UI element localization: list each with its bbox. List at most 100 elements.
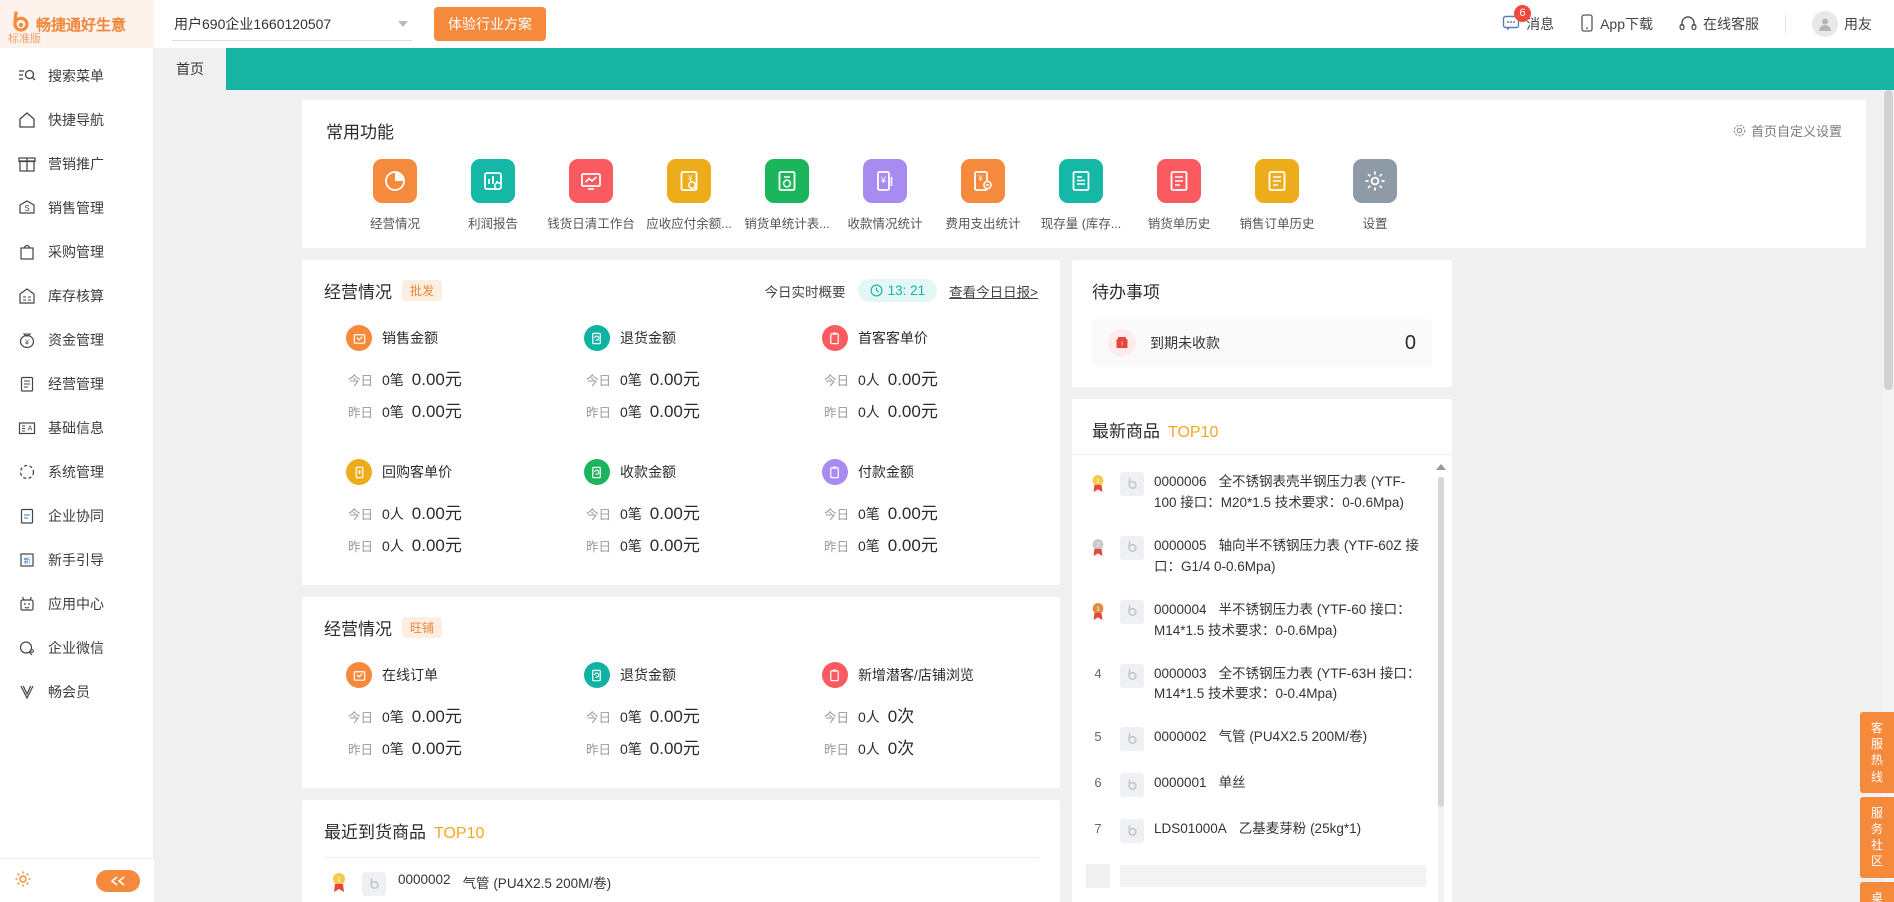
sidebar-item-new-guide[interactable]: 新 新手引导	[0, 538, 153, 582]
tab-home[interactable]: 首页	[154, 48, 226, 90]
stat-today-row: 今日 0人 0次	[824, 702, 1038, 727]
page-scrollbar[interactable]	[1883, 90, 1894, 902]
loading-placeholder	[1086, 854, 1426, 892]
scrollbar-thumb[interactable]	[1438, 477, 1444, 807]
gear-icon[interactable]	[14, 870, 32, 891]
today-label: 今日	[348, 711, 374, 725]
stat-sales-amount[interactable]: 销售金额 今日 0笔 0.00元 昨日 0笔	[324, 325, 562, 429]
list-rank: 6	[1094, 775, 1102, 791]
list-item[interactable]: 6 0000001 单丝	[1086, 762, 1426, 808]
service-community-line2: 社区	[1870, 838, 1883, 869]
todo-item-overdue-receivable[interactable]: ! 到期未收款 0	[1092, 319, 1432, 367]
sidebar-item-vip[interactable]: 畅会员	[0, 670, 153, 714]
sidebar-item-collaboration[interactable]: 企业协同	[0, 494, 153, 538]
sidebar-item-app-center[interactable]: 应用中心	[0, 582, 153, 626]
stat-label: 在线订单	[382, 667, 438, 683]
service-hotline-button[interactable]: 客服 热线	[1860, 712, 1894, 793]
stat-new-lead-shop-views[interactable]: 新增潜客/店铺浏览 今日 0人 0次 昨日 0人	[800, 662, 1038, 766]
app-download-button[interactable]: App下载	[1580, 13, 1653, 35]
company-selector[interactable]: 用户690企业1660120507	[172, 7, 412, 41]
common-function-item-daily-workbench[interactable]: 钱货日清工作台	[542, 159, 640, 232]
todo-item-count: 0	[1404, 331, 1416, 354]
sidebar-item-system[interactable]: 系统管理	[0, 450, 153, 494]
svg-text:¥: ¥	[880, 175, 887, 185]
stat-label: 新增潜客/店铺浏览	[857, 667, 974, 683]
common-functions-grid: 经营情况 利润报告 钱货日清工作台 ¥	[326, 159, 1842, 232]
common-function-item-profit-report[interactable]: 利润报告	[444, 159, 542, 232]
app-download-label: App下载	[1600, 16, 1653, 32]
stat-payment-amount[interactable]: 付款金额 今日 0笔 0.00元 昨日 0笔	[800, 459, 1038, 563]
sidebar-item-purchase[interactable]: 采购管理	[0, 230, 153, 274]
list-item[interactable]: 7 LDS01000A 乙基麦芽粉 (25kg*1)	[1086, 808, 1426, 854]
common-function-item-order-history[interactable]: 销售订单历史	[1228, 159, 1326, 232]
todo-card: 待办事项 ! 到期未收款 0	[1072, 260, 1452, 387]
wholesale-stats-row-2: 回购客单价 今日 0人 0.00元 昨日 0人	[324, 459, 1038, 563]
stat-return-amount[interactable]: 退货金额 今日 0笔 0.00元 昨日 0笔	[562, 325, 800, 429]
sidebar-item-operations[interactable]: 经营管理	[0, 362, 153, 406]
stat-repurchase-price[interactable]: 回购客单价 今日 0人 0.00元 昨日 0人	[324, 459, 562, 563]
headset-icon	[1679, 15, 1697, 34]
sidebar-item-quick-nav[interactable]: 快捷导航	[0, 98, 153, 142]
sidebar-item-inventory[interactable]: 库存核算	[0, 274, 153, 318]
product-name: 气管 (PU4X2.5 200M/卷)	[462, 876, 612, 891]
sidebar-item-sales[interactable]: S 销售管理	[0, 186, 153, 230]
sidebar-item-wechat-work[interactable]: 企业微信	[0, 626, 153, 670]
common-function-item-receivable-balance[interactable]: ¥ 应收应付余额...	[640, 159, 738, 232]
stat-yesterday-row: 昨日 0人 0.00元	[824, 397, 1038, 422]
phone-icon	[1580, 13, 1594, 35]
stat-collection-amount[interactable]: 收款金额 今日 0笔 0.00元 昨日 0笔	[562, 459, 800, 563]
product-code: 0000004	[1154, 601, 1207, 617]
list-item[interactable]: 1 0000006 全不锈钢表壳半钢压力表 (YTF-100 接口：M20*1.5…	[1086, 461, 1426, 525]
common-function-item-sales-stat[interactable]: 销货单统计表...	[738, 159, 836, 232]
scroll-up-button[interactable]	[1436, 461, 1446, 473]
collapse-sidebar-button[interactable]	[96, 869, 140, 892]
today-count: 0笔	[619, 372, 642, 388]
product-code: 0000002	[398, 872, 451, 887]
common-function-label: 设置	[1362, 217, 1388, 231]
common-function-item-sales-history[interactable]: 销货单历史	[1130, 159, 1228, 232]
yesterday-count: 0人	[857, 404, 880, 420]
warehouse-icon	[18, 287, 36, 305]
home-customize-settings-button[interactable]: 首页自定义设置	[1733, 121, 1842, 140]
product-code: 0000002	[1154, 729, 1207, 745]
messages-button[interactable]: 消息 6	[1502, 4, 1554, 35]
logo-area[interactable]: 畅捷通好生意 标准版	[0, 0, 154, 48]
common-function-item-stock[interactable]: 现存量 (库存...	[1032, 159, 1130, 232]
trial-solution-button[interactable]: 体验行业方案	[434, 7, 546, 41]
sidebar-item-marketing[interactable]: 营销推广	[0, 142, 153, 186]
tab-bar: 首页	[154, 48, 1894, 90]
product-icon	[1120, 599, 1144, 624]
common-function-item-collection-stat[interactable]: ¥ 收款情况统计	[836, 159, 934, 232]
stock-icon	[1059, 159, 1103, 203]
desktop-shortcut-button[interactable]: 桌面 快捷	[1860, 881, 1894, 902]
user-menu[interactable]: 用友	[1812, 11, 1872, 37]
stat-first-customer-price[interactable]: 首客客单价 今日 0人 0.00元 昨日 0人	[800, 325, 1038, 429]
avatar	[1812, 11, 1838, 37]
product-icon	[1120, 727, 1144, 752]
stat-shop-return-amount[interactable]: 退货金额 今日 0笔 0.00元 昨日 0笔	[562, 662, 800, 766]
medal-gold-icon: 1	[328, 872, 350, 897]
sidebar-item-search-menu[interactable]: 搜索菜单	[0, 54, 153, 98]
current-time: 13: 21	[887, 283, 926, 298]
common-function-label: 应收应付余额...	[646, 217, 732, 231]
common-function-item-operations[interactable]: 经营情况	[346, 159, 444, 232]
online-service-button[interactable]: 在线客服	[1679, 14, 1759, 34]
placeholder-bar	[1120, 865, 1426, 888]
yesterday-label: 昨日	[348, 540, 374, 554]
list-item[interactable]: 3 0000004 半不锈钢压力表 (YTF-60 接口：M14*1.5 技术要求…	[1086, 589, 1426, 653]
list-item[interactable]: 1 0000002 气管 (PU4X2.5 200M/卷)	[324, 858, 1038, 902]
view-daily-report-link[interactable]: 查看今日日报>	[949, 284, 1038, 300]
list-item[interactable]: 5 0000002 气管 (PU4X2.5 200M/卷)	[1086, 716, 1426, 762]
sidebar-item-funds[interactable]: ¥ 资金管理	[0, 318, 153, 362]
order-history-icon	[1255, 159, 1299, 203]
list-item[interactable]: 4 0000003 全不锈钢压力表 (YTF-63H 接口：M14*1.5 技术要…	[1086, 653, 1426, 717]
sidebar-item-basic-info[interactable]: A 基础信息	[0, 406, 153, 450]
stat-online-order[interactable]: 在线订单 今日 0笔 0.00元 昨日 0笔	[324, 662, 562, 766]
page-scrollbar-thumb[interactable]	[1884, 90, 1893, 390]
common-function-item-expense-stat[interactable]: ¥ 费用支出统计	[934, 159, 1032, 232]
newest-products-scrollbar[interactable]	[1436, 461, 1446, 902]
svg-text:2: 2	[1096, 542, 1100, 549]
list-item[interactable]: 2 0000005 轴向半不锈钢压力表 (YTF-60Z 接口：G1/4 0-0.…	[1086, 525, 1426, 589]
service-community-button[interactable]: 服务 社区	[1860, 796, 1894, 878]
common-function-item-settings[interactable]: 设置	[1326, 159, 1424, 232]
